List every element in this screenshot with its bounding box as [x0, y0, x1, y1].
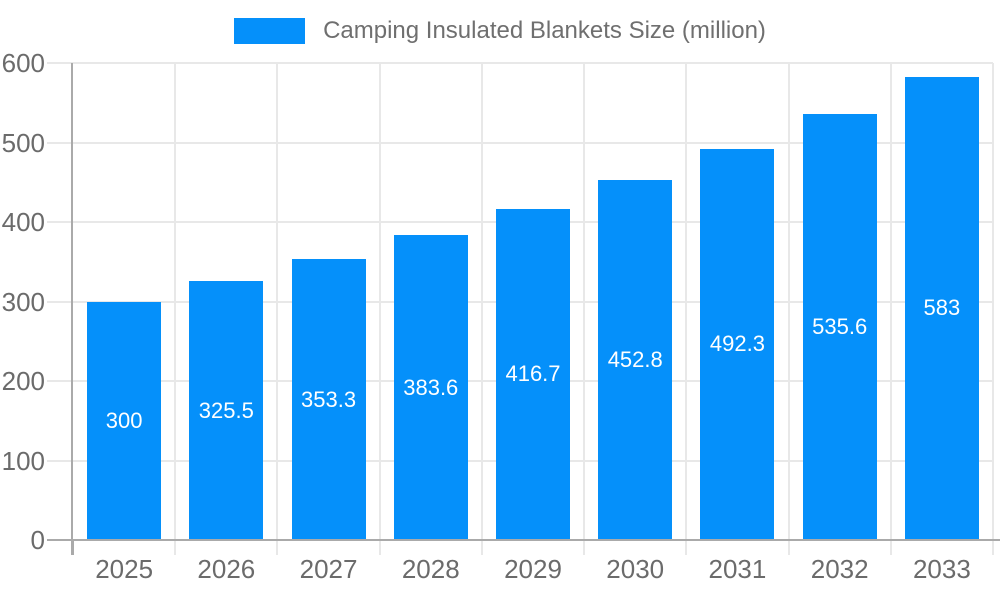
y-axis-tick: [47, 300, 73, 303]
bar-value-label: 416.7: [505, 361, 561, 387]
bar: [291, 259, 366, 540]
vertical-gridline: [174, 63, 177, 540]
x-axis-tick-label: 2029: [504, 554, 562, 584]
x-axis-tick: [72, 540, 74, 555]
bar: [496, 208, 570, 540]
y-axis-tick-label: 600: [1, 48, 45, 78]
y-axis-tick-label: 0: [30, 525, 45, 555]
y-axis-tick-label: 300: [1, 286, 45, 317]
y-axis-tick-label: 200: [1, 366, 45, 396]
bar-value-label: 300: [105, 407, 143, 433]
y-axis-tick: [47, 539, 73, 541]
y-axis-line: [71, 63, 73, 555]
legend[interactable]: Camping Insulated Blankets Size (million…: [0, 17, 1000, 45]
legend-label: Camping Insulated Blankets Size (million…: [323, 17, 766, 44]
bar-value-label: 492.3: [709, 331, 765, 357]
x-axis-tick: [787, 540, 790, 555]
x-axis-tick: [480, 540, 483, 555]
y-axis-tick: [47, 380, 73, 382]
x-axis-tick-label: 2030: [606, 554, 665, 584]
x-axis-tick-label: 2025: [95, 554, 154, 584]
vertical-gridline: [685, 63, 688, 540]
y-axis-tick: [47, 62, 73, 64]
x-axis-tick-label: 2028: [401, 554, 460, 584]
vertical-gridline: [992, 63, 994, 540]
y-axis-tick: [47, 141, 73, 144]
x-axis-tick: [685, 540, 688, 555]
x-axis-tick: [583, 540, 586, 555]
x-axis-tick: [174, 540, 177, 555]
bar-value-label: 583: [923, 295, 961, 321]
y-axis-tick: [47, 459, 73, 462]
vertical-gridline: [583, 63, 586, 540]
y-axis-tick-label: 500: [1, 127, 45, 158]
bar-value-label: 383.6: [403, 374, 459, 400]
bar: [904, 76, 979, 540]
bar: [87, 301, 162, 540]
x-axis-tick: [889, 540, 892, 555]
legend-swatch: [234, 18, 306, 44]
bar: [802, 114, 877, 540]
x-axis-tick: [378, 540, 381, 555]
bar: [598, 180, 673, 540]
x-axis-tick-label: 2032: [810, 554, 869, 584]
bar-value-label: 535.6: [812, 314, 868, 340]
x-axis-tick: [276, 540, 279, 555]
vertical-gridline: [276, 63, 279, 540]
y-axis-tick-label: 100: [1, 445, 45, 476]
bar: [700, 148, 775, 540]
vertical-gridline: [889, 63, 892, 540]
vertical-gridline: [378, 63, 381, 540]
x-axis-tick-label: 2033: [912, 554, 971, 584]
horizontal-gridline: [73, 141, 993, 144]
x-axis-tick-label: 2026: [197, 554, 256, 584]
bar-value-label: 353.3: [301, 386, 357, 412]
horizontal-gridline: [73, 62, 993, 64]
x-axis-tick: [992, 540, 994, 555]
vertical-gridline: [480, 63, 483, 540]
bar: [189, 281, 264, 540]
vertical-gridline: [787, 63, 790, 540]
x-axis-tick-label: 2031: [708, 554, 767, 584]
x-axis-tick-label: 2027: [299, 554, 358, 584]
bar-value-label: 452.8: [607, 347, 663, 372]
y-axis-tick-label: 400: [1, 207, 45, 237]
bar-value-label: 325.5: [198, 397, 254, 423]
bar: [393, 235, 468, 540]
x-axis-line: [71, 539, 1000, 541]
y-axis-tick: [47, 221, 73, 223]
